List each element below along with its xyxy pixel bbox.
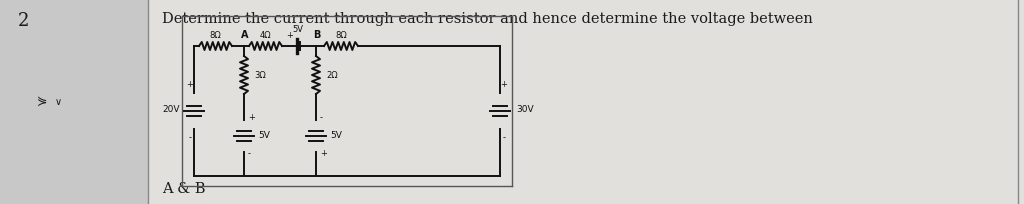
Text: -: - [188, 133, 191, 142]
Text: 20V: 20V [163, 104, 180, 113]
Text: +: + [319, 150, 327, 159]
Text: ⋟: ⋟ [37, 95, 47, 109]
Text: 3Ω: 3Ω [254, 71, 266, 80]
Bar [0, 0, 148, 204]
Text: +: + [248, 113, 255, 122]
Text: -: - [503, 133, 506, 142]
Text: 5V: 5V [258, 132, 270, 141]
Text: -: - [248, 150, 251, 159]
Text: +: + [186, 80, 194, 89]
Text: 5V: 5V [293, 25, 303, 34]
Text: A: A [242, 30, 249, 40]
Text: -: - [319, 113, 323, 122]
Text: 5V: 5V [330, 132, 342, 141]
Bar [148, 0, 1024, 204]
Text: 8Ω: 8Ω [210, 31, 221, 40]
Text: Determine the current through each resistor and hence determine the voltage betw: Determine the current through each resis… [162, 12, 813, 26]
Text: A & B: A & B [162, 182, 206, 196]
Text: 8Ω: 8Ω [335, 31, 347, 40]
Text: B: B [313, 30, 321, 40]
Text: 2: 2 [18, 12, 30, 30]
Text: 30V: 30V [516, 104, 534, 113]
Text: 2Ω: 2Ω [326, 71, 338, 80]
Text: ∨: ∨ [54, 97, 61, 107]
Text: 4Ω: 4Ω [260, 31, 271, 40]
Text: +: + [501, 80, 508, 89]
Text: +: + [287, 31, 294, 40]
